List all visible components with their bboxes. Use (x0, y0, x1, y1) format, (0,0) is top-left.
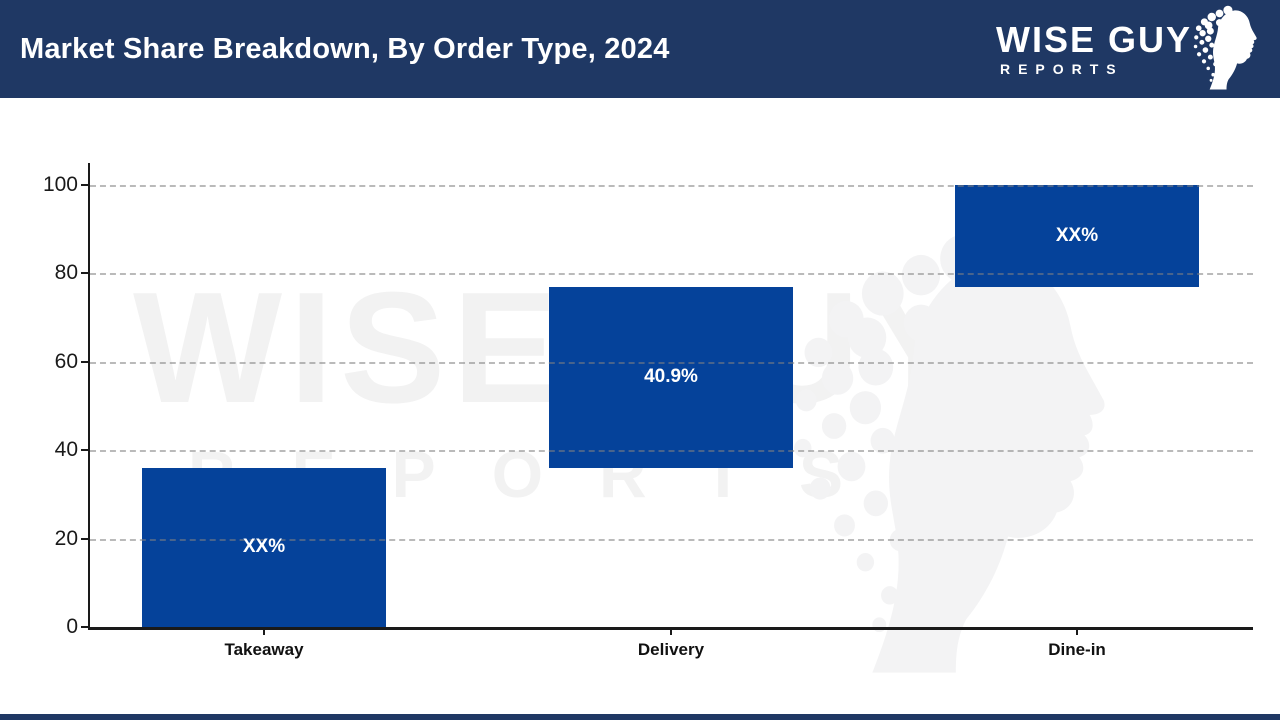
y-tick-label: 60 (54, 349, 78, 373)
bar-value-label: 40.9% (644, 366, 698, 388)
bar-value-label: XX% (1055, 225, 1099, 247)
brand-wordmark: WISE GUY REPORTS (995, 19, 1192, 78)
gridline-y100 (90, 185, 1253, 187)
y-tick-label: 0 (66, 615, 78, 638)
brand-logo: WISE GUY REPORTS (996, 5, 1280, 93)
y-tick-mark (81, 537, 90, 540)
bar-value-label: XX% (242, 536, 286, 558)
bar-takeaway (142, 467, 386, 627)
y-tick-mark (81, 360, 90, 363)
bar-dine-in (955, 185, 1199, 288)
y-tick-mark (81, 626, 90, 628)
y-tick-label: 100 (42, 173, 78, 196)
y-tick-label: 20 (54, 526, 78, 550)
bar-delivery (549, 287, 793, 468)
x-category-label: Dine-in (1048, 640, 1106, 659)
gridline-y60 (90, 361, 1253, 364)
x-axis-line (88, 627, 1253, 630)
wiseguy-face-watermark-icon (794, 234, 1105, 673)
footer-accent-bar (0, 714, 1280, 720)
chart-title: Market Share Breakdown, By Order Type, 2… (20, 32, 670, 65)
header-bar: Market Share Breakdown, By Order Type, 2… (0, 0, 1280, 98)
y-tick-mark (81, 449, 90, 452)
y-tick-mark (81, 184, 90, 186)
chart-area: WISE GUY REPORTS 0 20 40 60 80 100 XX% Takeaway… (0, 98, 1280, 714)
y-tick-label: 80 (54, 261, 78, 285)
y-axis-line (88, 163, 90, 629)
x-tick-mark (1076, 627, 1078, 635)
x-category-label: Delivery (637, 640, 705, 659)
brand-subtitle-text: REPORTS (999, 61, 1124, 77)
x-tick-mark (263, 627, 265, 635)
gridline-y40 (90, 450, 1253, 453)
gridline-y80 (90, 273, 1253, 276)
brand-name-text: WISE GUY (995, 19, 1192, 60)
y-tick-mark (81, 272, 90, 275)
y-tick-label: 40 (54, 438, 78, 462)
x-tick-mark (670, 627, 672, 635)
wiseguy-face-logo-icon (1193, 5, 1257, 90)
gridline-y20 (90, 538, 1253, 541)
x-category-label: Takeaway (224, 640, 304, 659)
